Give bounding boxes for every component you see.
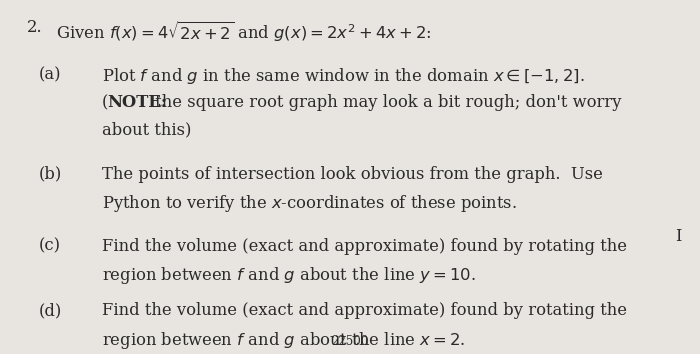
- Text: Given $f(x) = 4\sqrt{2x+2}$ and $g(x) = 2x^2 + 4x + 2$:: Given $f(x) = 4\sqrt{2x+2}$ and $g(x) = …: [56, 19, 432, 45]
- Text: region between $f$ and $g$ about the line $y = 10$.: region between $f$ and $g$ about the lin…: [102, 265, 475, 286]
- Text: (a): (a): [38, 67, 61, 84]
- Text: the square root graph may look a bit rough; don't worry: the square root graph may look a bit rou…: [150, 94, 622, 111]
- Text: (c): (c): [38, 238, 60, 255]
- Text: Python to verify the $x$-coordinates of these points.: Python to verify the $x$-coordinates of …: [102, 193, 517, 215]
- Text: I: I: [676, 228, 682, 245]
- Text: (: (: [102, 94, 108, 111]
- Text: Find the volume (exact and approximate) found by rotating the: Find the volume (exact and approximate) …: [102, 238, 626, 255]
- Text: about this): about this): [102, 122, 191, 139]
- Text: (d): (d): [38, 302, 62, 320]
- Text: (b): (b): [38, 166, 62, 183]
- Text: 2.: 2.: [27, 19, 42, 36]
- Text: The points of intersection look obvious from the graph.  Use: The points of intersection look obvious …: [102, 166, 603, 183]
- Text: NOTE:: NOTE:: [107, 94, 167, 111]
- Text: Plot $f$ and $g$ in the same window in the domain $x \in [-1, 2]$.: Plot $f$ and $g$ in the same window in t…: [102, 67, 584, 86]
- Text: Find the volume (exact and approximate) found by rotating the: Find the volume (exact and approximate) …: [102, 302, 626, 320]
- Text: region between $f$ and $g$ about the line $x = 2$.: region between $f$ and $g$ about the lin…: [102, 330, 465, 351]
- Text: 22500: 22500: [331, 335, 369, 348]
